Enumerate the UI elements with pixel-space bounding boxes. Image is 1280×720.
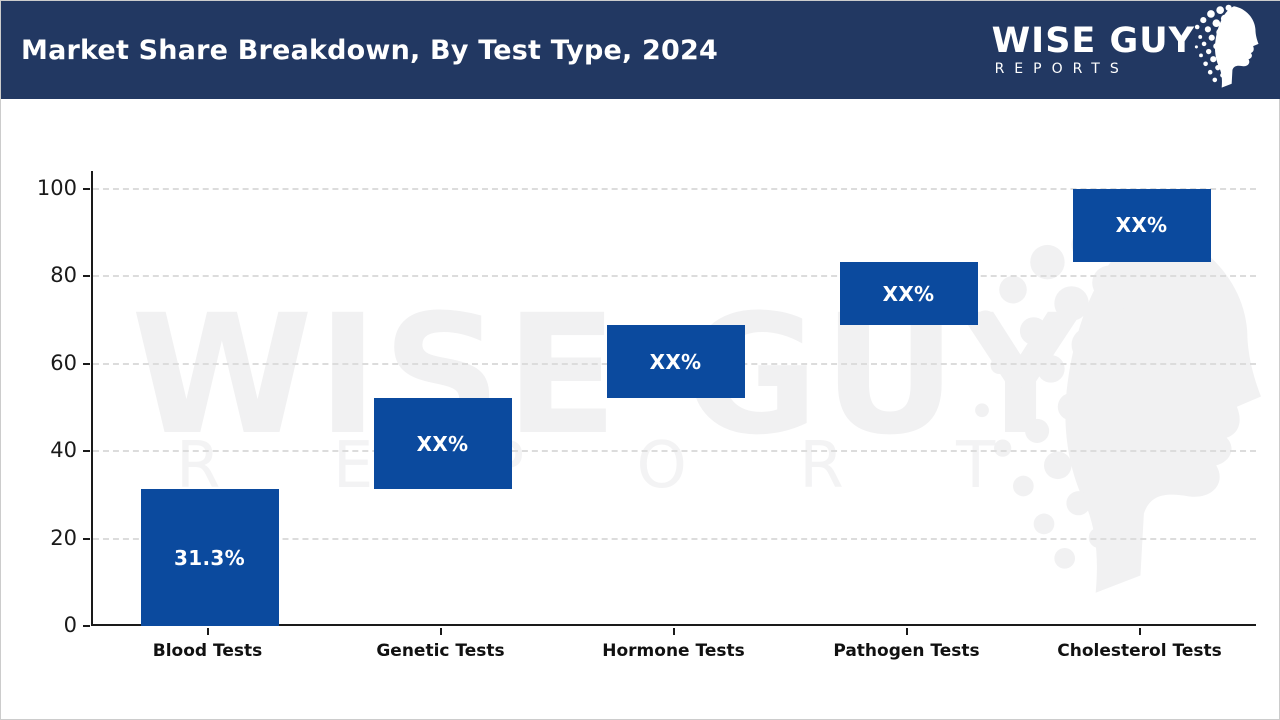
waterfall-bar-cholesterol-tests: XX%: [1072, 188, 1211, 263]
chart-title: Market Share Breakdown, By Test Type, 20…: [21, 34, 719, 66]
x-tick-mark: [672, 628, 675, 635]
y-tick-mark: [83, 450, 90, 452]
brand-logo-text: WISE GUY REPORTS: [992, 23, 1195, 77]
waterfall-bar-blood-tests: 31.3%: [140, 489, 279, 626]
y-tick-mark: [83, 275, 90, 277]
x-tick-mark: [905, 628, 908, 635]
x-tick-mark: [1138, 628, 1141, 635]
waterfall-bar-hormone-tests: XX%: [606, 325, 745, 399]
x-tick-mark: [439, 628, 442, 635]
dotted-face-icon: [1194, 4, 1259, 88]
x-axis-category-label: Hormone Tests: [602, 641, 745, 661]
brand-name: WISE GUY: [991, 21, 1195, 61]
x-axis-category-label: Blood Tests: [152, 641, 263, 661]
bar-value-label: XX%: [649, 349, 702, 374]
gridline-y40: [93, 450, 1256, 452]
bar-value-label: XX%: [416, 431, 469, 456]
brand-subtitle: REPORTS: [994, 61, 1129, 77]
y-tick-mark: [83, 625, 90, 627]
x-axis-category-label: Cholesterol Tests: [1057, 641, 1222, 661]
waterfall-bar-genetic-tests: XX%: [373, 398, 512, 490]
y-axis-tick-label: 60: [50, 350, 77, 375]
y-tick-mark: [83, 362, 90, 365]
y-axis-tick-label: 20: [50, 525, 77, 550]
gridline-y20: [93, 537, 1256, 540]
y-axis-tick-label: 80: [50, 263, 77, 287]
header-bar: Market Share Breakdown, By Test Type, 20…: [1, 1, 1280, 99]
x-tick-mark: [206, 628, 209, 635]
waterfall-chart-plot-area: 31.3% XX% XX% XX% XX%: [91, 171, 1256, 626]
bar-value-label: XX%: [1115, 213, 1168, 238]
y-axis-tick-label: 40: [50, 438, 77, 462]
bar-value-label: XX%: [882, 281, 935, 306]
x-axis-category-label: Genetic Tests: [376, 641, 505, 661]
x-axis-category-label: Pathogen Tests: [833, 641, 980, 661]
waterfall-bar-pathogen-tests: XX%: [839, 262, 978, 326]
gridline-y100: [93, 187, 1256, 190]
bar-value-label: 31.3%: [174, 545, 245, 570]
y-tick-mark: [83, 537, 90, 540]
brand-logo: WISE GUY REPORTS: [992, 1, 1267, 99]
y-tick-mark: [83, 187, 90, 190]
gridline-y80: [93, 275, 1256, 277]
y-axis-tick-label: 100: [36, 175, 77, 200]
y-axis-tick-label: 0: [63, 613, 77, 637]
